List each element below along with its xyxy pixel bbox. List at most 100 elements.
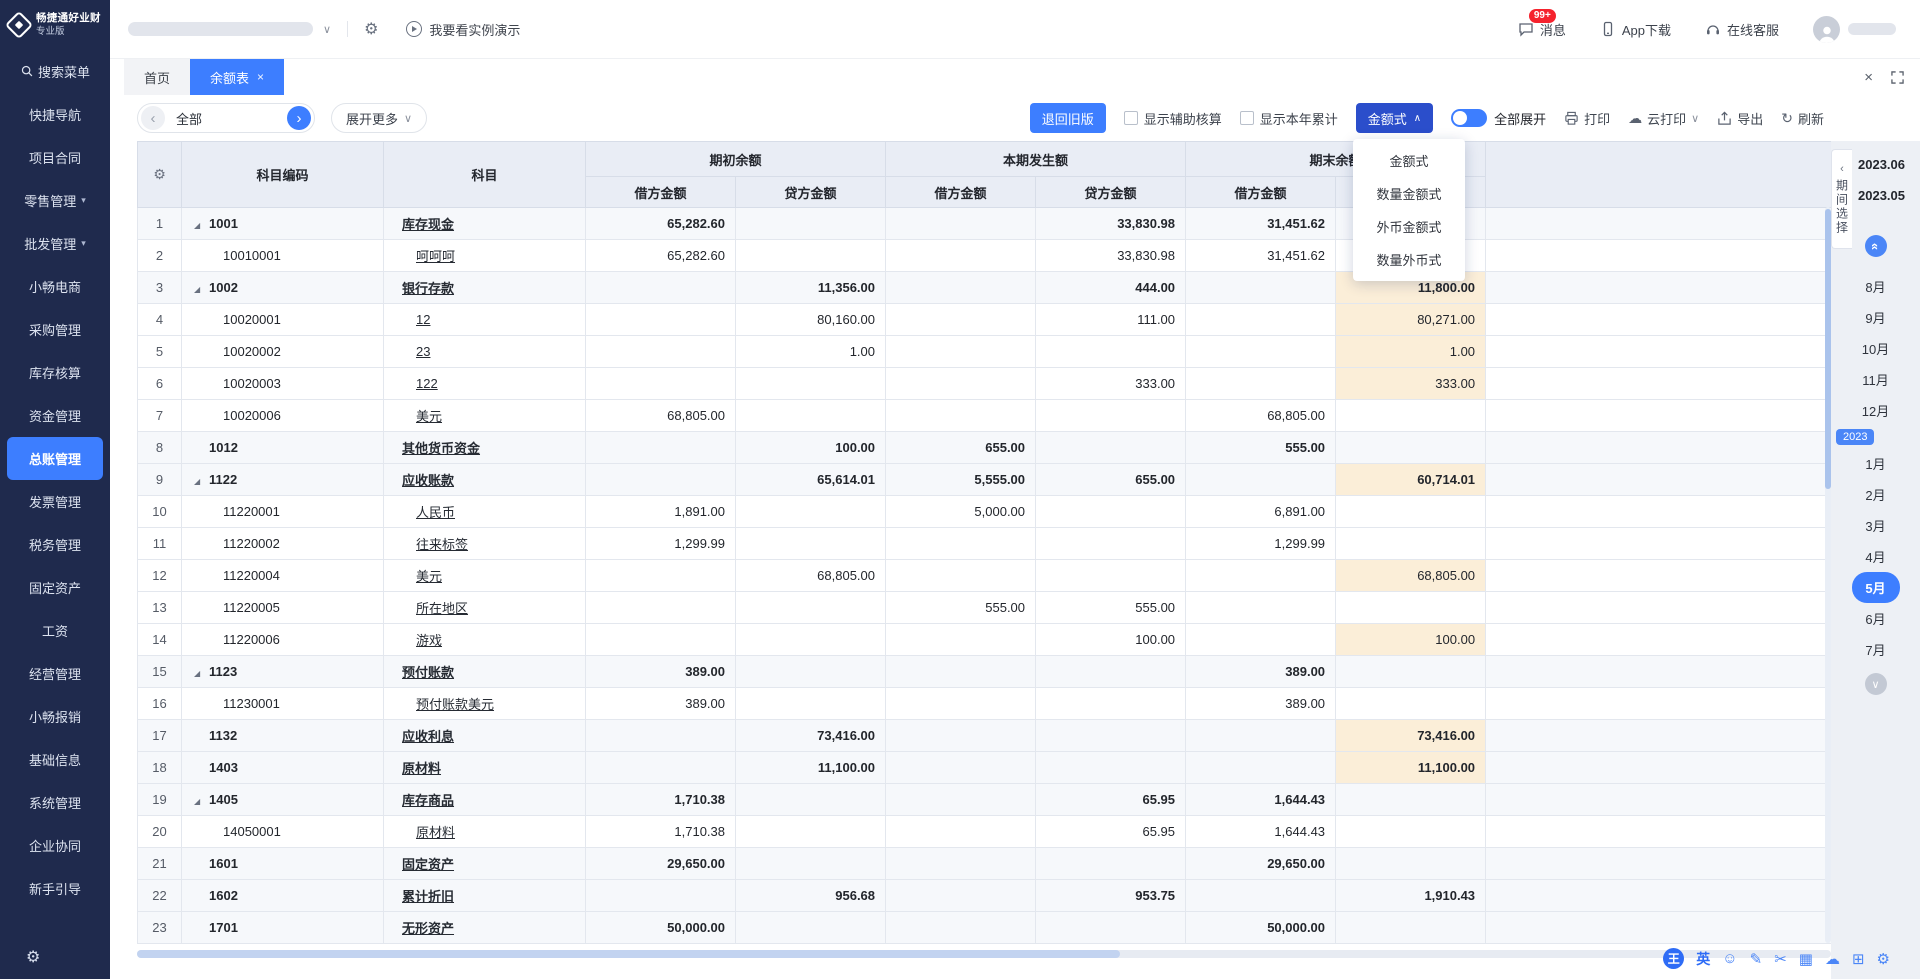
show-ytd-checkbox[interactable]: 显示本年累计 — [1239, 109, 1338, 128]
sidebar-item-批发管理[interactable]: 批发管理 ▾ — [0, 222, 110, 265]
sidebar-item-新手引导[interactable]: 新手引导 — [0, 867, 110, 910]
cloud-icon[interactable]: ☁ — [1824, 950, 1840, 968]
scope-selector[interactable]: ‹ 全部 › — [137, 103, 315, 133]
back-to-old-version-button[interactable]: 退回旧版 — [1029, 103, 1106, 133]
export-button[interactable]: 导出 — [1717, 109, 1763, 128]
month-item[interactable]: 4月 — [1865, 550, 1886, 565]
online-support-button[interactable]: 在线客服 — [1705, 20, 1779, 39]
chevron-right-icon[interactable]: › — [287, 106, 311, 130]
sidebar-item-搜索菜单[interactable]: 搜索菜单 — [0, 50, 110, 93]
chevron-left-icon[interactable]: ‹ — [141, 106, 165, 130]
account-link[interactable]: 原材料 — [416, 825, 456, 840]
account-link[interactable]: 应收账款 — [402, 473, 455, 488]
toggle-switch[interactable] — [1451, 109, 1488, 127]
horizontal-scrollbar[interactable] — [137, 950, 1831, 958]
collapse-row-icon[interactable]: ◢ — [194, 797, 201, 806]
app-download-button[interactable]: App下载 — [1600, 20, 1671, 39]
account-link[interactable]: 库存现金 — [402, 217, 455, 232]
tab-balance-sheet[interactable]: 余额表 × — [190, 59, 285, 95]
account-link[interactable]: 银行存款 — [402, 281, 455, 296]
smiley-icon[interactable]: ☺ — [1722, 950, 1738, 967]
month-item[interactable]: 12月 — [1861, 404, 1890, 419]
scrollbar-thumb[interactable] — [1825, 209, 1831, 489]
account-link[interactable]: 预付账款美元 — [416, 697, 495, 712]
account-link[interactable]: 美元 — [416, 569, 443, 584]
account-link[interactable]: 往来标签 — [416, 537, 469, 552]
account-link[interactable]: 122 — [416, 376, 438, 391]
sidebar-item-系统管理[interactable]: 系统管理 — [0, 781, 110, 824]
account-link[interactable]: 美元 — [416, 409, 443, 424]
sidebar-item-基础信息[interactable]: 基础信息 — [0, 738, 110, 781]
print-button[interactable]: 打印 — [1564, 109, 1610, 128]
sidebar-item-小畅报销[interactable]: 小畅报销 — [0, 695, 110, 738]
account-link[interactable]: 原材料 — [402, 761, 442, 776]
checkbox-icon[interactable] — [1239, 111, 1254, 125]
wrench-icon[interactable]: ⚙ — [1876, 950, 1890, 968]
format-menu-item[interactable]: 外币金额式 — [1376, 220, 1442, 235]
format-dropdown-button[interactable]: 金额式 ∧ — [1355, 103, 1434, 133]
scroll-down-button[interactable]: ∨ — [1864, 673, 1887, 695]
account-link[interactable]: 所在地区 — [416, 601, 469, 616]
refresh-button[interactable]: ↻ 刷新 — [1781, 109, 1824, 127]
sidebar-item-项目合同[interactable]: 项目合同 — [0, 136, 110, 179]
sidebar-item-零售管理[interactable]: 零售管理 ▾ — [0, 179, 110, 222]
sidebar-item-快捷导航[interactable]: 快捷导航 — [0, 93, 110, 136]
month-item[interactable]: 5月 — [1851, 572, 1900, 603]
keyboard-icon[interactable]: ▦ — [1798, 950, 1813, 968]
collapse-row-icon[interactable]: ◢ — [194, 285, 201, 294]
month-item[interactable]: 9月 — [1865, 311, 1886, 326]
sidebar-gear-icon[interactable]: ⚙ — [26, 949, 41, 966]
account-link[interactable]: 其他货币资金 — [402, 441, 481, 456]
sidebar-item-经营管理[interactable]: 经营管理 — [0, 652, 110, 695]
ime-language-mode[interactable]: 英 — [1696, 950, 1711, 967]
period-panel-collapse-tab[interactable]: ‹ 期间选择 — [1831, 149, 1852, 249]
month-item[interactable]: 10月 — [1861, 342, 1890, 357]
sidebar-item-采购管理[interactable]: 采购管理 — [0, 308, 110, 351]
month-item[interactable]: 7月 — [1865, 643, 1886, 658]
cloud-print-button[interactable]: ☁ 云打印 ∨ — [1628, 109, 1700, 127]
column-settings-gear-icon[interactable]: ⚙ — [153, 166, 166, 182]
account-link[interactable]: 呵呵呵 — [416, 249, 456, 264]
month-item[interactable]: 11月 — [1862, 373, 1889, 388]
company-selector[interactable]: ∨ — [128, 22, 331, 36]
month-item[interactable]: 1月 — [1865, 457, 1886, 472]
expand-all-toggle[interactable]: 全部展开 — [1451, 109, 1546, 128]
scissors-icon[interactable]: ✂ — [1774, 950, 1787, 968]
grid-icon[interactable]: ⊞ — [1851, 950, 1865, 968]
account-link[interactable]: 12 — [416, 312, 431, 327]
close-tab-icon[interactable]: × — [257, 70, 265, 84]
sidebar-item-资金管理[interactable]: 资金管理 — [0, 394, 110, 437]
month-item[interactable]: 3月 — [1865, 519, 1886, 534]
sidebar-item-发票管理[interactable]: 发票管理 — [0, 480, 110, 523]
ime-logo-icon[interactable]: 王 — [1663, 948, 1685, 969]
settings-gear-icon[interactable]: ⚙ — [364, 21, 379, 38]
format-menu-item[interactable]: 金额式 — [1389, 154, 1429, 169]
tab-home[interactable]: 首页 — [124, 59, 191, 95]
messages-button[interactable]: 99+ 消息 — [1518, 8, 1566, 39]
sidebar-item-总账管理[interactable]: 总账管理 — [7, 436, 103, 480]
sidebar-item-企业协同[interactable]: 企业协同 — [0, 824, 110, 867]
account-link[interactable]: 人民币 — [416, 505, 456, 520]
sidebar-item-小畅电商[interactable]: 小畅电商 — [0, 265, 110, 308]
demo-link[interactable]: 我要看实例演示 — [406, 20, 520, 39]
account-link[interactable]: 固定资产 — [402, 857, 455, 872]
month-item[interactable]: 8月 — [1865, 280, 1886, 295]
account-link[interactable]: 23 — [416, 344, 431, 359]
collapse-row-icon[interactable]: ◢ — [194, 221, 201, 230]
format-menu-item[interactable]: 数量外币式 — [1376, 253, 1442, 268]
account-link[interactable]: 预付账款 — [402, 665, 455, 680]
scroll-up-button[interactable]: « — [1865, 235, 1887, 257]
collapse-row-icon[interactable]: ◢ — [194, 669, 201, 678]
expand-more-button[interactable]: 展开更多 ∨ — [331, 103, 428, 133]
recent-period[interactable]: 2023.06 — [1858, 157, 1905, 172]
account-link[interactable]: 累计折旧 — [402, 889, 455, 904]
format-menu-item[interactable]: 数量金额式 — [1376, 187, 1442, 202]
account-link[interactable]: 库存商品 — [402, 793, 455, 808]
collapse-row-icon[interactable]: ◢ — [194, 477, 201, 486]
scrollbar-thumb[interactable] — [137, 950, 1120, 958]
user-menu[interactable] — [1813, 15, 1896, 43]
account-link[interactable]: 无形资产 — [402, 921, 455, 936]
close-icon[interactable]: × — [1864, 68, 1873, 86]
month-item[interactable]: 2月 — [1865, 488, 1886, 503]
checkbox-icon[interactable] — [1123, 111, 1138, 125]
